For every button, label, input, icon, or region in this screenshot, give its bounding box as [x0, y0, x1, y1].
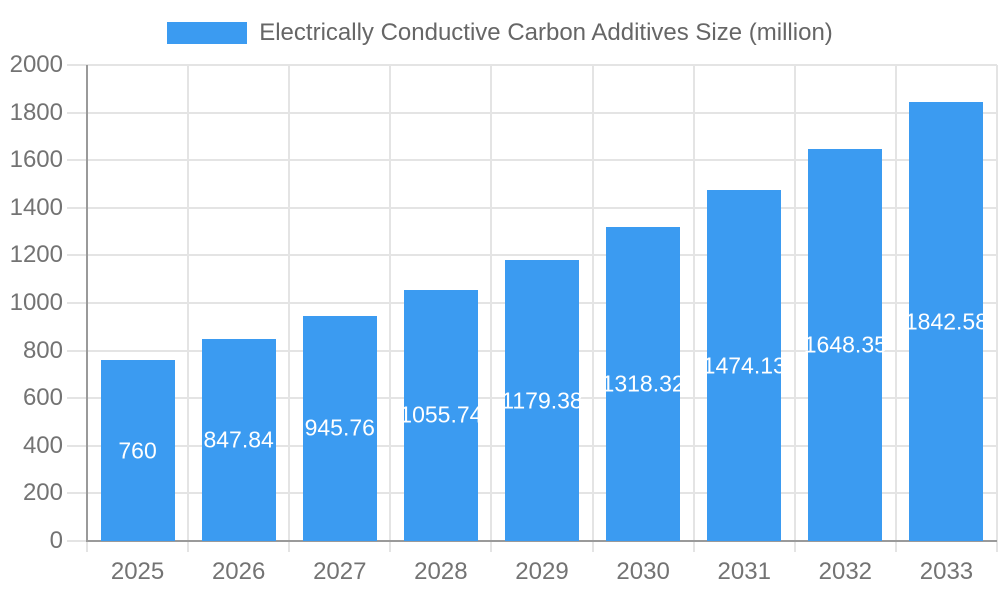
bar-value-label: 1179.38: [501, 387, 583, 414]
x-axis-tick-label: 2029: [515, 558, 569, 585]
x-axis-tick-label: 2025: [110, 558, 165, 585]
y-axis-tick-label: 600: [22, 384, 63, 412]
bar[interactable]: [100, 360, 175, 541]
bar-value-label: 847.84: [203, 426, 274, 453]
v-gridline: [187, 65, 190, 541]
v-gridline: [389, 65, 392, 541]
x-axis-tick-label: 2031: [717, 558, 771, 585]
y-axis-tick-label: 400: [22, 431, 63, 459]
chart-legend[interactable]: Electrically Conductive Carbon Additives…: [0, 20, 1000, 46]
x-tick-mark: [591, 541, 594, 552]
x-axis-tick-label: 2028: [414, 558, 468, 585]
y-axis-tick-label: 0: [49, 527, 63, 554]
x-tick-mark: [86, 541, 88, 552]
bar[interactable]: [606, 227, 681, 541]
legend-swatch-icon: [167, 22, 248, 44]
x-axis-tick-label: 2026: [211, 558, 266, 585]
bar[interactable]: [505, 260, 579, 541]
x-tick-mark: [490, 541, 493, 552]
bar[interactable]: [707, 190, 782, 541]
bar-value-label: 1055.74: [399, 401, 483, 428]
y-axis-tick-label: 1000: [9, 289, 63, 316]
h-gridline: [67, 254, 997, 257]
y-tick-mark: [67, 540, 87, 542]
v-gridline: [288, 65, 291, 541]
h-gridline: [67, 111, 997, 114]
x-axis-tick-label: 2033: [919, 558, 974, 585]
x-tick-mark: [996, 541, 998, 552]
bar[interactable]: [909, 102, 984, 541]
x-tick-mark: [187, 541, 190, 552]
bar-value-label: 760: [118, 437, 157, 464]
h-gridline: [67, 159, 997, 162]
v-gridline: [894, 65, 897, 541]
y-axis-tick-label: 1400: [9, 193, 63, 221]
bar-value-label: 1318.32: [601, 370, 685, 397]
x-tick-mark: [389, 541, 392, 552]
bar[interactable]: [201, 339, 276, 541]
v-gridline: [793, 65, 796, 541]
bar[interactable]: [302, 315, 377, 541]
x-axis-tick-label: 2030: [616, 558, 670, 585]
y-axis-tick-label: 1600: [9, 146, 63, 174]
y-axis-tick-label: 1200: [9, 241, 63, 269]
v-gridline: [996, 65, 998, 541]
legend-series-label: Electrically Conductive Carbon Additives…: [259, 19, 833, 46]
bar-value-label: 1474.13: [702, 352, 786, 379]
x-tick-mark: [793, 541, 796, 552]
x-tick-mark: [692, 541, 695, 552]
x-tick-mark: [894, 541, 897, 552]
bar[interactable]: [808, 148, 883, 541]
bar-value-label: 1842.58: [904, 308, 989, 335]
v-gridline: [692, 65, 695, 541]
v-gridline: [591, 65, 594, 541]
h-gridline: [67, 64, 997, 66]
h-gridline: [67, 206, 997, 209]
y-axis-tick-label: 1800: [9, 98, 63, 126]
y-axis-tick-label: 800: [22, 336, 63, 364]
y-axis-tick-label: 200: [22, 479, 63, 507]
x-axis-tick-label: 2032: [818, 558, 873, 585]
x-axis-tick-label: 2027: [313, 558, 367, 585]
bar-value-label: 1648.35: [803, 331, 887, 358]
x-tick-mark: [288, 541, 291, 552]
x-axis-line: [86, 540, 997, 542]
bar-value-label: 945.76: [304, 414, 375, 441]
bar[interactable]: [403, 289, 478, 541]
v-gridline: [490, 65, 493, 541]
y-axis-tick-label: 2000: [9, 51, 63, 78]
y-axis-line: [86, 65, 88, 542]
